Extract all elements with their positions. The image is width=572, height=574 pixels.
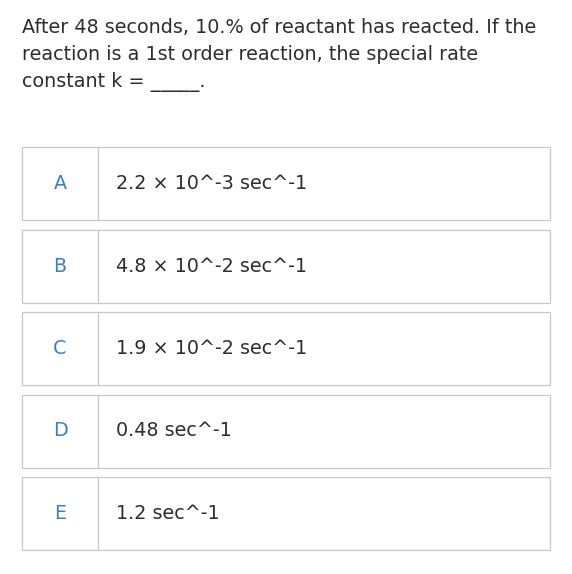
- Text: A: A: [53, 174, 66, 193]
- Text: 1.9 × 10^-2 sec^-1: 1.9 × 10^-2 sec^-1: [116, 339, 307, 358]
- Text: D: D: [53, 421, 67, 440]
- Text: E: E: [54, 504, 66, 523]
- Bar: [22, 147, 550, 220]
- Bar: [22, 312, 550, 385]
- Bar: [22, 477, 550, 550]
- Text: 1.2 sec^-1: 1.2 sec^-1: [116, 504, 220, 523]
- Text: B: B: [53, 257, 66, 276]
- Text: After 48 seconds, 10.% of reactant has reacted. If the
reaction is a 1st order r: After 48 seconds, 10.% of reactant has r…: [22, 18, 537, 92]
- Text: 2.2 × 10^-3 sec^-1: 2.2 × 10^-3 sec^-1: [116, 174, 307, 193]
- Text: 4.8 × 10^-2 sec^-1: 4.8 × 10^-2 sec^-1: [116, 257, 307, 276]
- Bar: [22, 394, 550, 467]
- Text: C: C: [53, 339, 67, 358]
- Bar: [22, 230, 550, 302]
- Text: 0.48 sec^-1: 0.48 sec^-1: [116, 421, 232, 440]
